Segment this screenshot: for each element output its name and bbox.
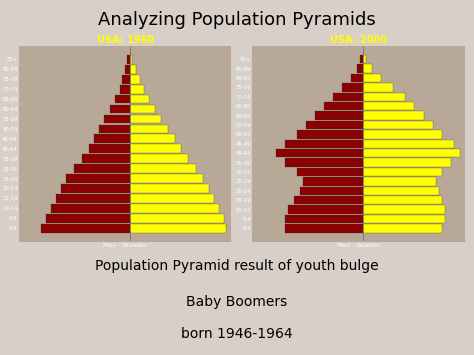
Text: Baby Boomers: Baby Boomers — [186, 295, 288, 308]
Bar — [130, 204, 219, 213]
Bar — [363, 224, 442, 233]
X-axis label: Men - Women: Men - Women — [103, 243, 146, 248]
Bar — [130, 65, 136, 74]
Bar — [89, 144, 130, 153]
Bar — [285, 215, 363, 223]
Bar — [61, 184, 130, 193]
Bar — [363, 93, 405, 101]
Bar — [360, 55, 363, 63]
Bar — [130, 135, 174, 143]
Bar — [276, 149, 363, 157]
Bar — [285, 224, 363, 233]
Bar — [94, 135, 130, 143]
Bar — [300, 187, 363, 195]
Bar — [363, 83, 393, 92]
Bar — [51, 204, 130, 213]
Bar — [74, 164, 130, 173]
Bar — [363, 215, 445, 223]
Bar — [363, 168, 442, 176]
Bar — [130, 95, 149, 103]
Bar — [363, 187, 438, 195]
Bar — [56, 194, 130, 203]
Bar — [363, 140, 454, 148]
Bar — [130, 164, 196, 173]
Bar — [303, 177, 363, 186]
Bar — [46, 214, 130, 223]
Bar — [130, 224, 226, 233]
Bar — [363, 121, 433, 129]
Bar — [294, 196, 363, 204]
Bar — [285, 158, 363, 167]
Bar — [363, 149, 460, 157]
Bar — [363, 158, 451, 167]
Bar — [125, 65, 130, 74]
Bar — [306, 121, 363, 129]
Bar — [130, 105, 155, 113]
Text: born 1946-1964: born 1946-1964 — [181, 327, 293, 340]
Bar — [130, 55, 132, 64]
Bar — [285, 140, 363, 148]
Bar — [363, 74, 382, 82]
Bar — [130, 144, 181, 153]
Bar — [100, 125, 130, 133]
Bar — [288, 206, 363, 214]
Bar — [342, 83, 363, 92]
Bar — [333, 93, 363, 101]
Bar — [104, 115, 130, 123]
Bar — [363, 111, 424, 120]
Bar — [297, 168, 363, 176]
Bar — [363, 55, 366, 63]
Title: USA: 2000: USA: 2000 — [330, 36, 387, 45]
Title: USA: 1960: USA: 1960 — [97, 36, 154, 45]
Text: Analyzing Population Pyramids: Analyzing Population Pyramids — [98, 11, 376, 29]
Bar — [130, 174, 203, 183]
Bar — [363, 130, 442, 138]
Bar — [41, 224, 130, 233]
Bar — [130, 85, 144, 94]
Bar — [122, 75, 130, 84]
Bar — [363, 102, 414, 110]
Bar — [315, 111, 363, 120]
Bar — [357, 64, 363, 73]
Bar — [120, 85, 130, 94]
Bar — [130, 214, 224, 223]
Text: Population Pyramid result of youth bulge: Population Pyramid result of youth bulge — [95, 259, 379, 273]
Bar — [130, 115, 161, 123]
Bar — [128, 55, 130, 64]
Bar — [363, 177, 436, 186]
Bar — [130, 125, 168, 133]
Bar — [363, 64, 372, 73]
Bar — [130, 154, 188, 163]
Bar — [66, 174, 130, 183]
Bar — [130, 184, 209, 193]
Bar — [363, 196, 442, 204]
Bar — [130, 194, 214, 203]
Bar — [82, 154, 130, 163]
Bar — [109, 105, 130, 113]
X-axis label: Men - Women: Men - Women — [337, 243, 380, 248]
Bar — [324, 102, 363, 110]
Bar — [351, 74, 363, 82]
Bar — [363, 206, 445, 214]
Bar — [130, 75, 140, 84]
Bar — [115, 95, 130, 103]
Bar — [297, 130, 363, 138]
